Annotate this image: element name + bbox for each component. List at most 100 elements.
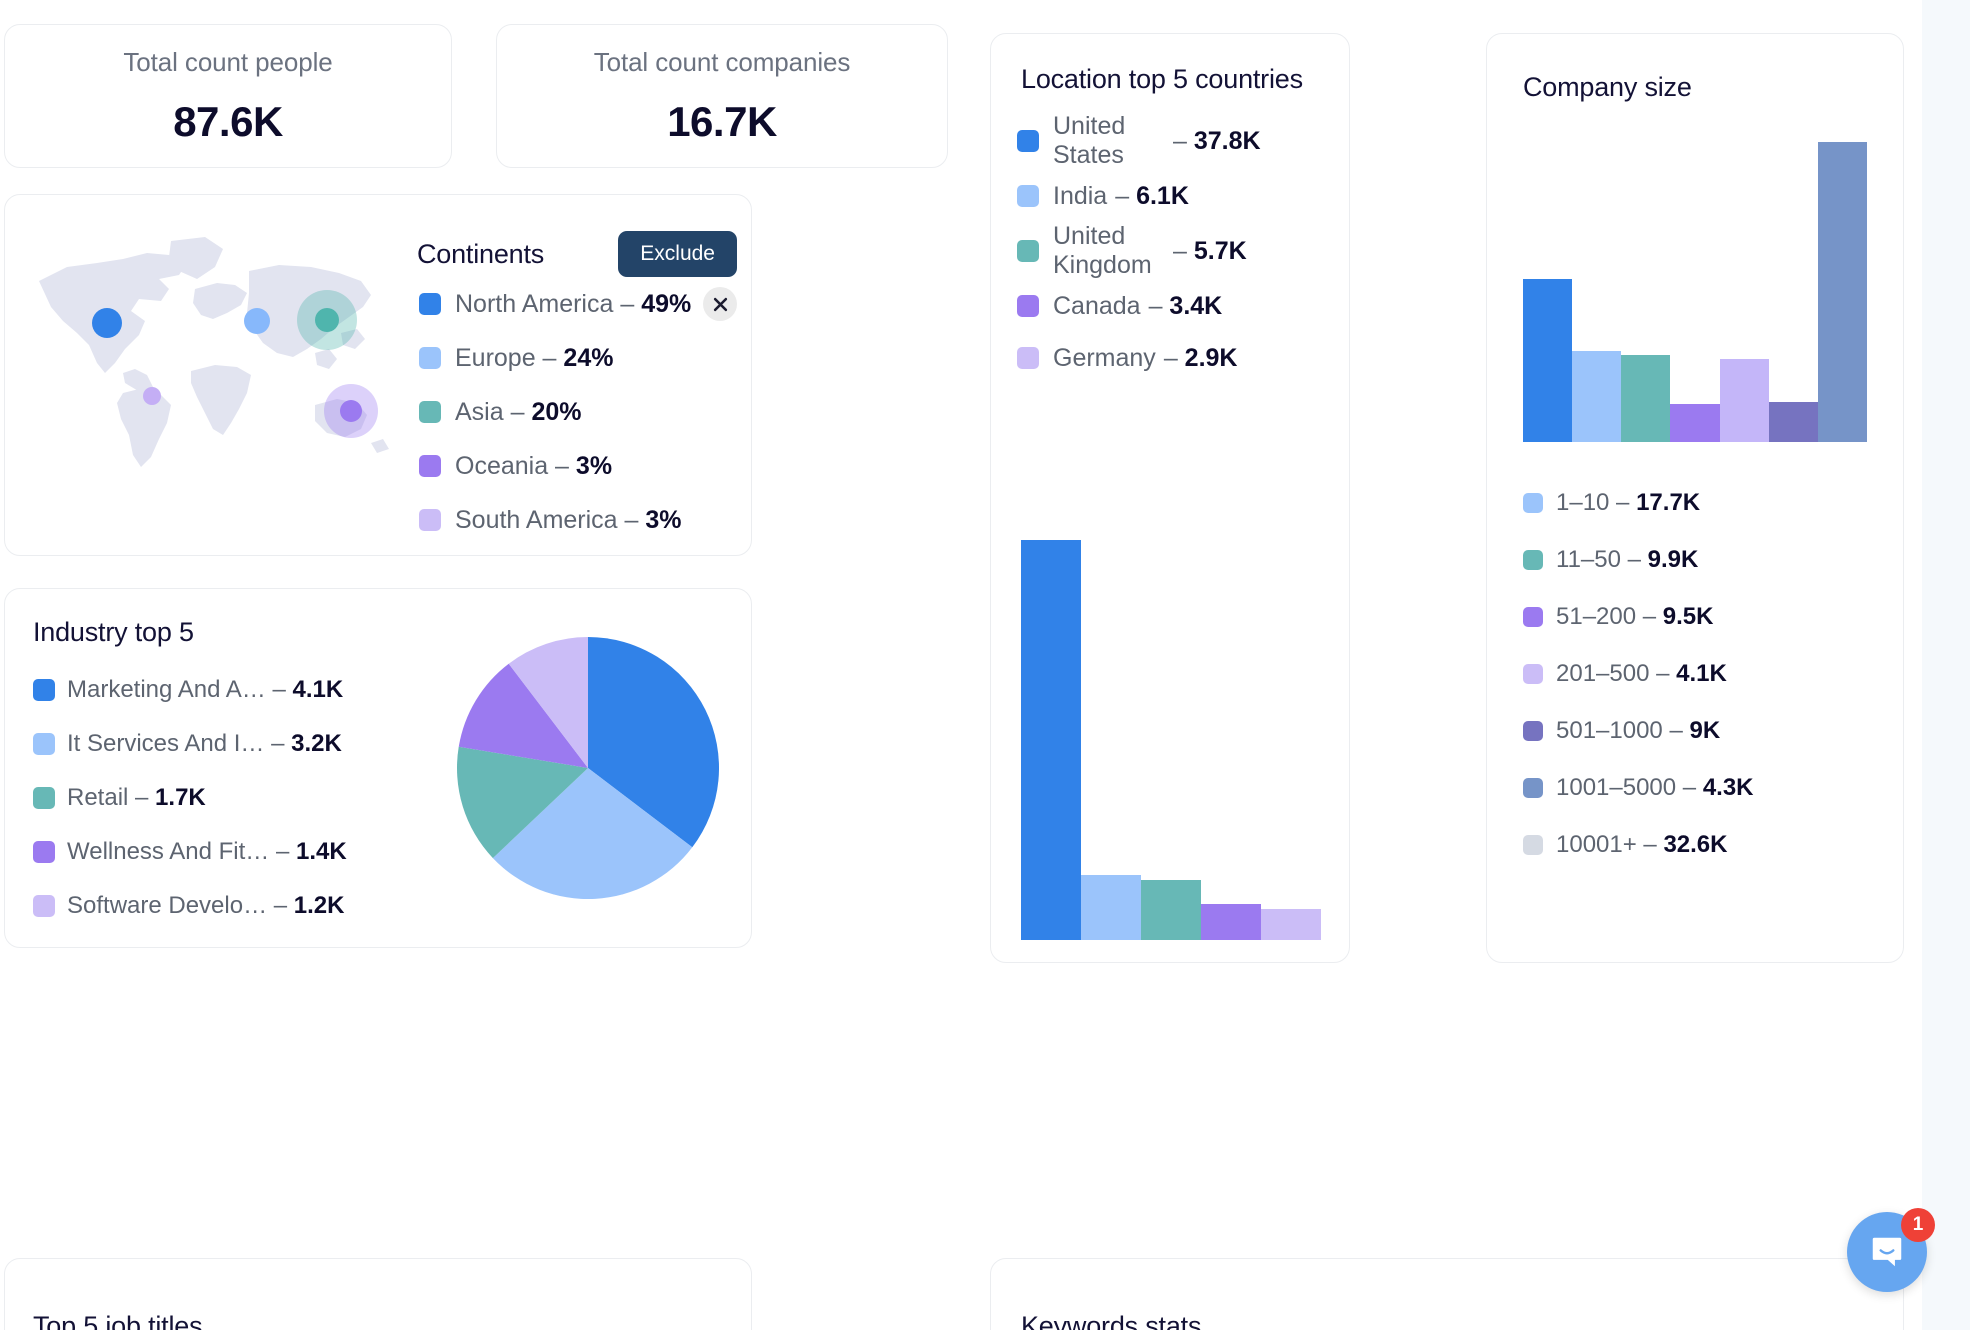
- company-size-legend-label: 11–50 – 9.9K: [1556, 545, 1699, 573]
- industry-legend-label: Wellness And Fit… – 1.4K: [67, 838, 347, 865]
- country-legend-value: – 37.8K: [1173, 126, 1261, 155]
- map-dot-asia[interactable]: [315, 308, 339, 332]
- industry-legend-label: Software Develo… – 1.2K: [67, 892, 345, 919]
- country-legend-item[interactable]: Canada – 3.4K: [1017, 280, 1329, 332]
- kpi-label: Total count companies: [593, 46, 851, 77]
- company-size-bar[interactable]: [1719, 359, 1769, 442]
- country-legend-label: India: [1053, 181, 1108, 210]
- legend-color-swatch: [33, 733, 55, 755]
- pie-slice[interactable]: [457, 746, 588, 859]
- legend-color-swatch: [1523, 834, 1543, 855]
- country-legend-item[interactable]: Germany – 2.9K: [1017, 332, 1329, 384]
- industry-legend-item[interactable]: Retail – 1.7K: [33, 771, 393, 825]
- kpi-card-total-people: Total count people 87.6K: [4, 24, 452, 168]
- company-size-legend-label: 10001+ – 32.6K: [1556, 830, 1728, 858]
- page-title-continents: Continents: [417, 238, 545, 269]
- industry-legend-label: Retail – 1.7K: [67, 784, 206, 811]
- country-legend-value: – 3.4K: [1148, 291, 1223, 320]
- legend-color-swatch: [1017, 295, 1039, 317]
- company-size-legend-item[interactable]: 201–500 – 4.1K: [1523, 645, 1883, 702]
- company-size-legend-label: 501–1000 – 9K: [1556, 716, 1721, 744]
- keywords-card: Keywords stats: [990, 1258, 1904, 1330]
- continent-legend-item[interactable]: Europe – 24%: [419, 331, 749, 385]
- country-legend-item[interactable]: United Kingdom – 5.7K: [1017, 222, 1329, 280]
- company-size-legend-label: 1–10 – 17.7K: [1556, 488, 1701, 516]
- world-map: [19, 223, 399, 523]
- country-bar[interactable]: [1021, 540, 1081, 940]
- country-legend-label: Germany: [1053, 343, 1156, 372]
- country-bar[interactable]: [1081, 875, 1141, 940]
- kpi-value: 87.6K: [173, 97, 283, 145]
- country-legend-value: – 2.9K: [1163, 343, 1238, 372]
- location-card: Location top 5 countries United States – …: [990, 33, 1350, 963]
- company-size-bar[interactable]: [1572, 350, 1622, 442]
- page-title-keywords: Keywords stats: [1021, 1311, 1202, 1330]
- legend-color-swatch: [1523, 663, 1543, 684]
- pie-slice[interactable]: [508, 637, 588, 768]
- continent-legend-item[interactable]: Oceania – 3%: [419, 439, 749, 493]
- continents-header: Continents Exclude: [417, 231, 737, 277]
- page-title-company-size: Company size: [1523, 72, 1692, 102]
- pie-slice[interactable]: [458, 663, 588, 768]
- company-size-bar[interactable]: [1817, 142, 1867, 442]
- continent-legend-label: South America – 3%: [455, 505, 682, 534]
- exclude-button[interactable]: Exclude: [618, 231, 737, 277]
- legend-color-swatch: [33, 787, 55, 809]
- company-size-bar[interactable]: [1621, 354, 1671, 442]
- page-title-industry: Industry top 5: [33, 617, 194, 647]
- company-size-legend: 1–10 – 17.7K 11–50 – 9.9K 51–200 – 9.5K 201…: [1523, 474, 1883, 873]
- legend-color-swatch: [1017, 347, 1039, 369]
- map-dot-oceania[interactable]: [340, 400, 362, 422]
- legend-color-swatch: [419, 347, 441, 369]
- industry-legend-item[interactable]: Marketing And A… – 4.1K: [33, 663, 393, 717]
- legend-color-swatch: [419, 455, 441, 477]
- map-dot-south-america[interactable]: [143, 387, 161, 405]
- company-size-bar[interactable]: [1768, 402, 1818, 442]
- industry-legend-item[interactable]: Wellness And Fit… – 1.4K: [33, 825, 393, 879]
- continent-legend-item[interactable]: South America – 3%: [419, 493, 749, 547]
- continent-legend-item[interactable]: North America – 49%: [419, 277, 749, 331]
- map-dot-north-america[interactable]: [92, 308, 122, 338]
- pie-slice[interactable]: [492, 768, 693, 900]
- industry-legend-item[interactable]: It Services And I… – 3.2K: [33, 717, 393, 771]
- company-size-legend-item[interactable]: 11–50 – 9.9K: [1523, 531, 1883, 588]
- industry-legend: Marketing And A… – 4.1K It Services And I…: [33, 663, 393, 933]
- company-size-bar[interactable]: [1523, 279, 1573, 442]
- country-legend-item[interactable]: India – 6.1K: [1017, 170, 1329, 222]
- company-size-legend-item[interactable]: 10001+ – 32.6K: [1523, 816, 1883, 873]
- close-icon[interactable]: [703, 287, 738, 321]
- continent-legend-label: Oceania – 3%: [455, 451, 613, 480]
- continent-legend-item[interactable]: Asia – 20%: [419, 385, 749, 439]
- legend-color-swatch: [419, 293, 441, 315]
- continents-legend: North America – 49% Europe – 24% Asia – 20…: [419, 277, 749, 547]
- chat-bubble-icon: [1872, 1237, 1902, 1267]
- legend-color-swatch: [33, 841, 55, 863]
- industry-card: Industry top 5 Marketing And A… – 4.1K It…: [4, 588, 752, 948]
- country-legend-item[interactable]: United States – 37.8K: [1017, 112, 1329, 170]
- industry-legend-item[interactable]: Software Develo… – 1.2K: [33, 879, 393, 933]
- legend-color-swatch: [1523, 720, 1543, 741]
- chat-unread-badge: 1: [1901, 1208, 1935, 1242]
- kpi-card-total-companies: Total count companies 16.7K: [496, 24, 948, 168]
- legend-color-swatch: [1523, 549, 1543, 570]
- continent-legend-label: North America – 49%: [455, 289, 692, 318]
- company-size-legend-label: 201–500 – 4.1K: [1556, 659, 1727, 687]
- company-size-bar[interactable]: [1670, 404, 1720, 442]
- company-size-legend-item[interactable]: 51–200 – 9.5K: [1523, 588, 1883, 645]
- legend-color-swatch: [1523, 492, 1543, 513]
- country-bar[interactable]: [1141, 879, 1201, 940]
- pie-slice[interactable]: [588, 637, 720, 848]
- industry-legend-label: It Services And I… – 3.2K: [67, 730, 342, 757]
- company-size-card: Company size 1–10 – 17.7K 11–50 – 9.9K 51–…: [1486, 33, 1904, 963]
- company-size-bar-chart: [1523, 142, 1867, 442]
- company-size-legend-item[interactable]: 1001–5000 – 4.3K: [1523, 759, 1883, 816]
- country-legend-value: – 5.7K: [1173, 236, 1247, 265]
- continents-card: Continents Exclude North America – 49% Eu…: [4, 194, 752, 556]
- company-size-legend-label: 1001–5000 – 4.3K: [1556, 773, 1754, 801]
- country-bar[interactable]: [1261, 909, 1321, 940]
- company-size-legend-item[interactable]: 1–10 – 17.7K: [1523, 474, 1883, 531]
- country-legend-value: – 6.1K: [1115, 181, 1189, 210]
- map-dot-europe[interactable]: [244, 308, 270, 334]
- country-bar[interactable]: [1201, 904, 1261, 940]
- company-size-legend-item[interactable]: 501–1000 – 9K: [1523, 702, 1883, 759]
